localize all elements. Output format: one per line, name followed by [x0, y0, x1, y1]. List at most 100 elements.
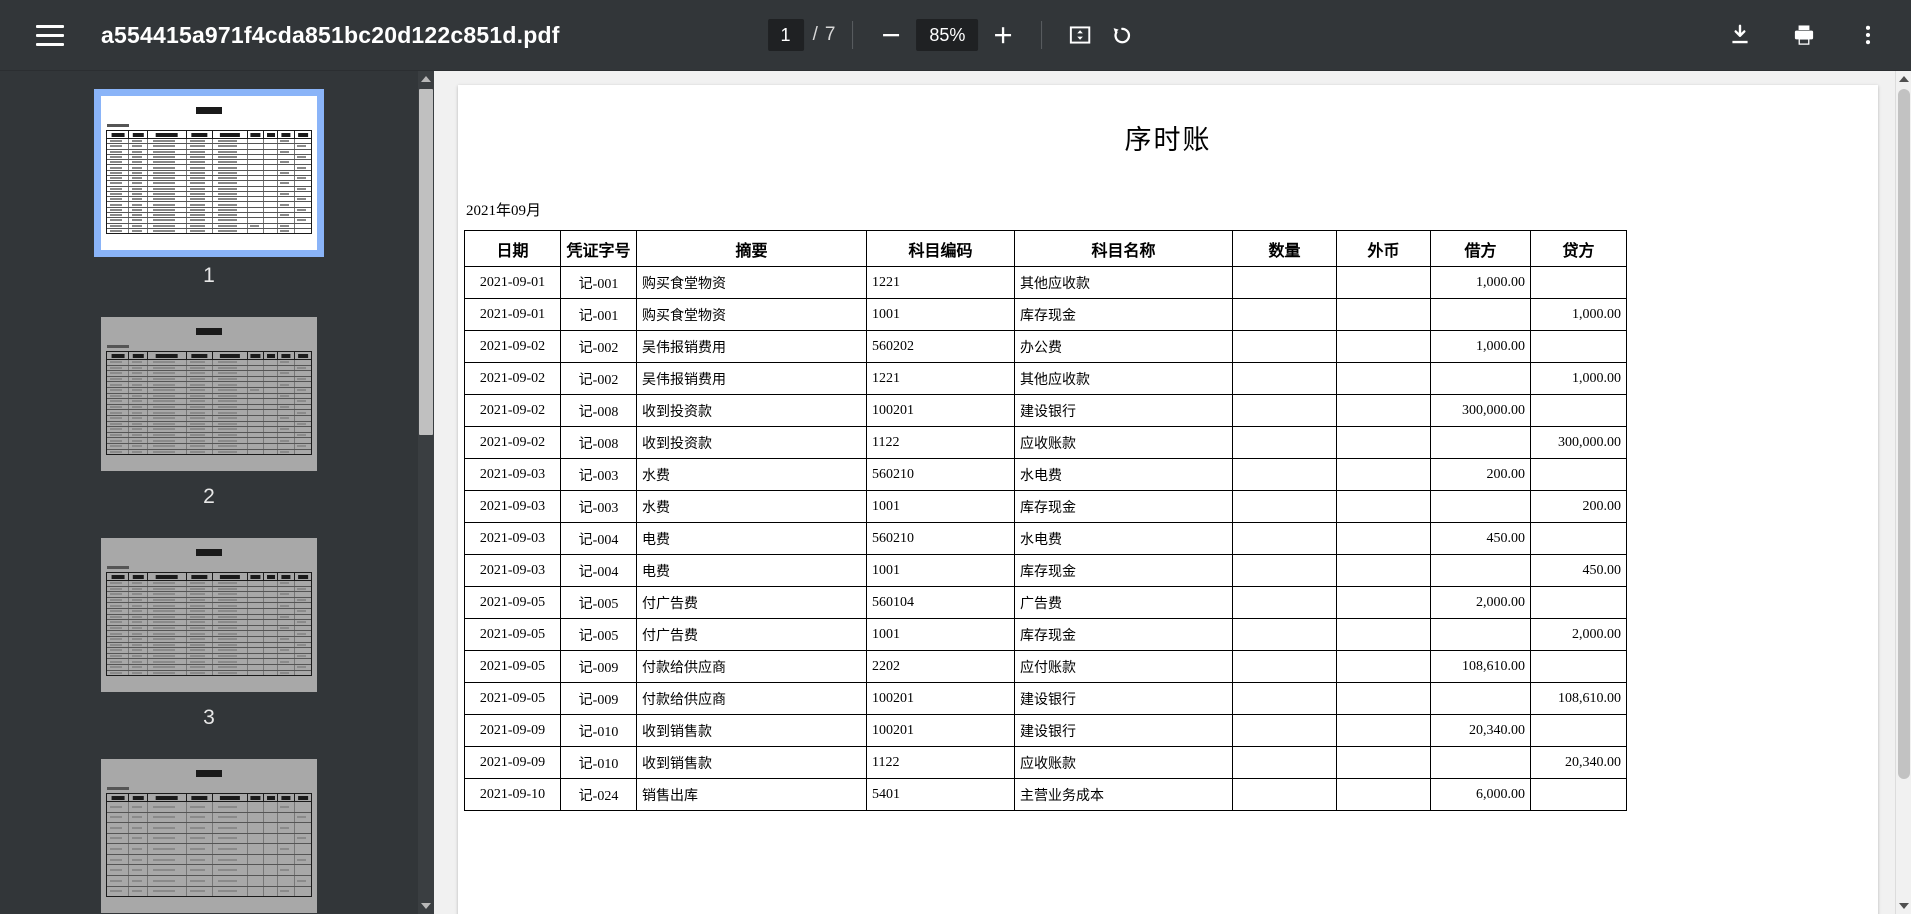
cell-quantity: [1232, 586, 1337, 619]
cell-quantity: [1232, 650, 1337, 683]
cell-voucher: 记-003: [560, 490, 637, 523]
cell-quantity: [1232, 362, 1337, 395]
thumbnail-item[interactable]: 1: [0, 89, 418, 288]
cell-code: 100201: [866, 682, 1015, 715]
cell-account: 主营业务成本: [1014, 778, 1233, 811]
cell-summary: 付款给供应商: [636, 650, 867, 683]
cell-date: 2021-09-02: [464, 330, 561, 363]
sidebar-scrollbar-thumb[interactable]: [419, 89, 433, 435]
thumbnail-item[interactable]: 2: [0, 310, 418, 509]
thumbnail-label: 3: [203, 706, 215, 729]
cell-quantity: [1232, 394, 1337, 427]
cell-account: 建设银行: [1014, 682, 1233, 715]
fit-page-icon[interactable]: [1059, 14, 1101, 56]
rotate-counterclockwise-icon[interactable]: [1101, 14, 1143, 56]
cell-quantity: [1232, 554, 1337, 587]
thumbnail-preview: [101, 317, 317, 471]
cell-date: 2021-09-03: [464, 490, 561, 523]
thumbnail-header-row: [107, 131, 311, 139]
thumbnail-page-1[interactable]: [94, 89, 324, 257]
cell-credit: 1,000.00: [1530, 298, 1627, 331]
cell-voucher: 记-005: [560, 618, 637, 651]
table-header-row: 日期 凭证字号 摘要 科目编码 科目名称 数量 外币 借方 贷方: [464, 230, 1627, 267]
print-icon[interactable]: [1783, 14, 1825, 56]
cell-code: 1122: [866, 426, 1015, 459]
cell-code: 1001: [866, 298, 1015, 331]
cell-debit: 1,000.00: [1430, 266, 1531, 299]
thumbnail-page-4[interactable]: [94, 752, 324, 914]
cell-debit: 20,340.00: [1430, 714, 1531, 747]
more-options-kebab-icon[interactable]: [1847, 14, 1889, 56]
cell-code: 1001: [866, 618, 1015, 651]
page-number-input[interactable]: [767, 19, 804, 51]
table-row: 2021-09-02 记-008 收到投资款 1122 应收账款 300,000.00: [464, 426, 1627, 459]
column-header-fx: 外币: [1336, 230, 1431, 267]
cell-date: 2021-09-05: [464, 618, 561, 651]
cell-summary: 购买食堂物资: [636, 298, 867, 331]
cell-summary: 吴伟报销费用: [636, 362, 867, 395]
cell-summary: 收到投资款: [636, 426, 867, 459]
cell-date: 2021-09-01: [464, 266, 561, 299]
cell-foreign-currency: [1336, 554, 1431, 587]
cell-quantity: [1232, 298, 1337, 331]
minus-icon[interactable]: [870, 14, 912, 56]
thumbnail-title-mark: [196, 770, 222, 777]
cell-voucher: 记-010: [560, 746, 637, 779]
cell-code: 1221: [866, 266, 1015, 299]
cell-foreign-currency: [1336, 522, 1431, 555]
cell-debit: 6,000.00: [1430, 778, 1531, 811]
viewer-scroll-up-icon[interactable]: [1896, 71, 1911, 87]
download-icon[interactable]: [1719, 14, 1761, 56]
cell-foreign-currency: [1336, 458, 1431, 491]
viewer-scrollbar-thumb[interactable]: [1898, 89, 1910, 779]
plus-icon[interactable]: [982, 14, 1024, 56]
cell-quantity: [1232, 714, 1337, 747]
viewer-scroll-down-icon[interactable]: [1896, 898, 1911, 914]
viewer-scrollbar[interactable]: [1895, 71, 1911, 914]
cell-date: 2021-09-01: [464, 298, 561, 331]
sidebar-scroll-up-icon[interactable]: [418, 71, 434, 87]
zoom-level-display[interactable]: 85%: [916, 19, 979, 51]
cell-summary: 收到投资款: [636, 394, 867, 427]
column-header-voucher: 凭证字号: [560, 230, 637, 267]
thumbnail-item[interactable]: 3: [0, 531, 418, 730]
thumbnail-preview: [101, 96, 317, 250]
toolbar-divider-2: [1041, 21, 1043, 49]
cell-date: 2021-09-09: [464, 746, 561, 779]
thumbnail-page-3[interactable]: [94, 531, 324, 699]
sidebar-scroll-down-icon[interactable]: [418, 898, 434, 914]
page-count: 7: [824, 24, 836, 45]
thumbnail-preview: [101, 759, 317, 913]
column-header-code: 科目编码: [866, 230, 1015, 267]
cell-date: 2021-09-09: [464, 714, 561, 747]
pdf-viewport[interactable]: 序时账 2021年09月 日期 凭证字号 摘要 科目编码 科目名称 数量 外币 …: [434, 71, 1911, 914]
cell-voucher: 记-024: [560, 778, 637, 811]
thumbnail-date-mark: [107, 787, 129, 790]
page-separator: /: [812, 24, 818, 45]
cell-credit: [1530, 778, 1627, 811]
cell-foreign-currency: [1336, 330, 1431, 363]
column-header-qty: 数量: [1232, 230, 1337, 267]
cell-date: 2021-09-03: [464, 458, 561, 491]
cell-voucher: 记-005: [560, 586, 637, 619]
cell-foreign-currency: [1336, 618, 1431, 651]
thumbnail-date-mark: [107, 124, 129, 127]
sidebar-scrollbar[interactable]: [418, 71, 434, 914]
thumbnail-item[interactable]: 4: [0, 752, 418, 914]
cell-foreign-currency: [1336, 586, 1431, 619]
cell-date: 2021-09-05: [464, 650, 561, 683]
cell-quantity: [1232, 458, 1337, 491]
column-header-debit: 借方: [1430, 230, 1531, 267]
hamburger-menu-icon[interactable]: [26, 11, 74, 59]
cell-credit: [1530, 522, 1627, 555]
page-title: 序时账: [1124, 125, 1212, 155]
thumbnail-date-mark: [107, 345, 129, 348]
period-label: 2021年09月: [466, 203, 542, 219]
menu-bar-3: [36, 42, 64, 46]
thumbnail-sidebar: 1: [0, 71, 434, 914]
cell-quantity: [1232, 746, 1337, 779]
cell-account: 其他应收款: [1014, 266, 1233, 299]
cell-code: 5401: [866, 778, 1015, 811]
thumbnail-label: 1: [203, 264, 215, 287]
thumbnail-page-2[interactable]: [94, 310, 324, 478]
